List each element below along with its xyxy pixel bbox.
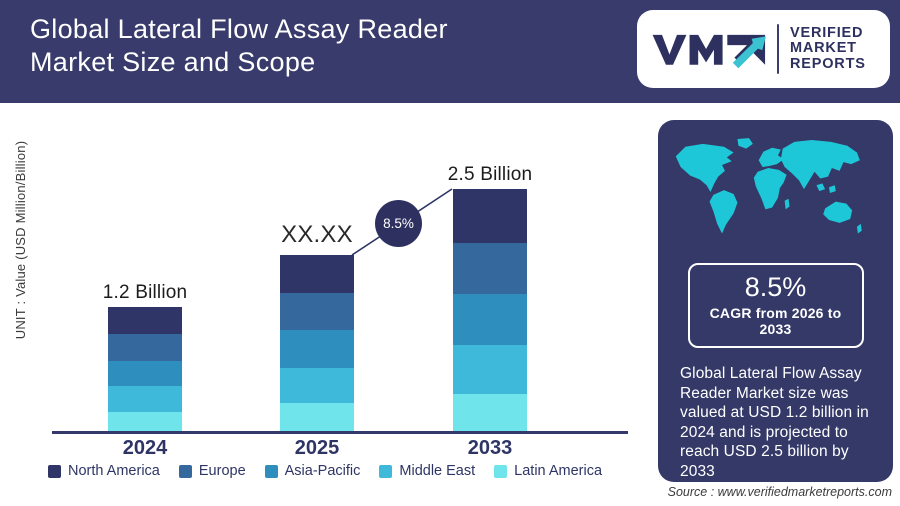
- vmr-logo-mark-icon: [652, 34, 766, 69]
- bar-segment-2024-middle-east: [108, 386, 182, 412]
- bar-2033: [453, 189, 527, 432]
- header: Global Lateral Flow Assay Reader Market …: [0, 0, 900, 103]
- map-australia: [822, 201, 852, 223]
- legend-swatch-icon: [178, 464, 192, 478]
- sidebar-panel: 8.5% CAGR from 2026 to 2033 Global Later…: [658, 120, 893, 482]
- bar-2024: [108, 307, 182, 432]
- page-title-line-2: Market Size and Scope: [30, 47, 316, 77]
- map-south-america: [709, 190, 737, 234]
- vmr-logo: VERIFIED MARKET REPORTS: [637, 10, 890, 88]
- legend-swatch-icon: [494, 464, 508, 478]
- bar-segment-2033-asia-pacific: [453, 294, 527, 345]
- logo-word-verified: VERIFIED: [790, 24, 864, 41]
- cagr-value: 8.5%: [744, 272, 807, 302]
- cagr-period-label: CAGR from 2026 to 2033: [709, 305, 842, 337]
- logo-letter-m: [689, 34, 723, 65]
- legend-item-middle-east: Middle East: [379, 463, 475, 479]
- legend-label: Asia-Pacific: [284, 463, 361, 479]
- bar-segment-2025-middle-east: [280, 368, 354, 403]
- bar-value-label-2025: XX.XX: [281, 221, 353, 248]
- x-axis-line: [52, 431, 628, 434]
- legend-label: Europe: [198, 463, 246, 479]
- bar-segment-2033-latin-america: [453, 394, 527, 432]
- bar-segment-2025-north-america: [280, 255, 354, 293]
- y-axis-label: UNIT : Value (USD Million/Billion): [13, 140, 28, 340]
- chart-legend: North America Europe Asia-Pacific Middle Ea…: [48, 463, 602, 479]
- bar-segment-2033-middle-east: [453, 345, 527, 394]
- bar-segment-2024-europe: [108, 334, 182, 361]
- bar-value-label-2033: 2.5 Billion: [447, 164, 533, 185]
- map-europe: [758, 147, 784, 167]
- map-new-zealand: [856, 223, 862, 234]
- legend-swatch-icon: [264, 464, 278, 478]
- map-madagascar: [784, 198, 789, 210]
- legend-item-europe: Europe: [178, 463, 246, 479]
- cagr-annotation-bubble: 8.5%: [375, 200, 422, 247]
- legend-label: Latin America: [514, 463, 603, 479]
- bar-value-label-2024: 1.2 Billion: [102, 282, 188, 303]
- map-asia: [780, 140, 860, 190]
- legend-item-north-america: North America: [48, 463, 160, 479]
- logo-letter-v: [652, 34, 687, 65]
- market-description: Global Lateral Flow Assay Reader Market …: [680, 365, 869, 480]
- logo-wordmark: VERIFIED MARKET REPORTS: [790, 24, 866, 73]
- x-axis-label-2033: 2033: [467, 437, 513, 459]
- map-southeast-asia: [815, 183, 836, 193]
- map-north-america: [675, 143, 734, 193]
- legend-label: Middle East: [399, 463, 476, 479]
- logo-arrow: [732, 36, 766, 69]
- x-axis-label-2025: 2025: [294, 437, 340, 459]
- world-map-icon: [675, 138, 862, 234]
- legend-swatch-icon: [48, 464, 61, 478]
- legend-item-asia-pacific: Asia-Pacific: [264, 463, 361, 479]
- bar-segment-2024-asia-pacific: [108, 361, 182, 386]
- logo-word-market: MARKET: [790, 40, 857, 57]
- map-greenland: [736, 138, 753, 149]
- bar-segment-2033-europe: [453, 243, 527, 294]
- bar-segment-2025-europe: [280, 293, 354, 330]
- page-title: Global Lateral Flow Assay Reader Market …: [30, 13, 448, 79]
- legend-swatch-icon: [379, 464, 393, 478]
- bar-segment-2025-asia-pacific: [280, 330, 354, 368]
- cagr-box: 8.5% CAGR from 2026 to 2033: [687, 263, 864, 348]
- page-title-line-1: Global Lateral Flow Assay Reader: [30, 14, 448, 44]
- map-africa: [753, 167, 787, 210]
- bar-segment-2025-latin-america: [280, 403, 354, 432]
- bar-2025: [280, 255, 354, 432]
- bar-segment-2024-latin-america: [108, 412, 182, 432]
- logo-word-reports: REPORTS: [790, 55, 866, 72]
- legend-label: North America: [68, 463, 160, 479]
- source-attribution: Source : www.verifiedmarketreports.com: [667, 485, 892, 499]
- legend-item-latin-america: Latin America: [494, 463, 602, 479]
- bar-segment-2033-north-america: [453, 189, 527, 243]
- logo-divider: [777, 24, 779, 74]
- bar-segment-2024-north-america: [108, 307, 182, 334]
- x-axis-label-2024: 2024: [122, 437, 168, 459]
